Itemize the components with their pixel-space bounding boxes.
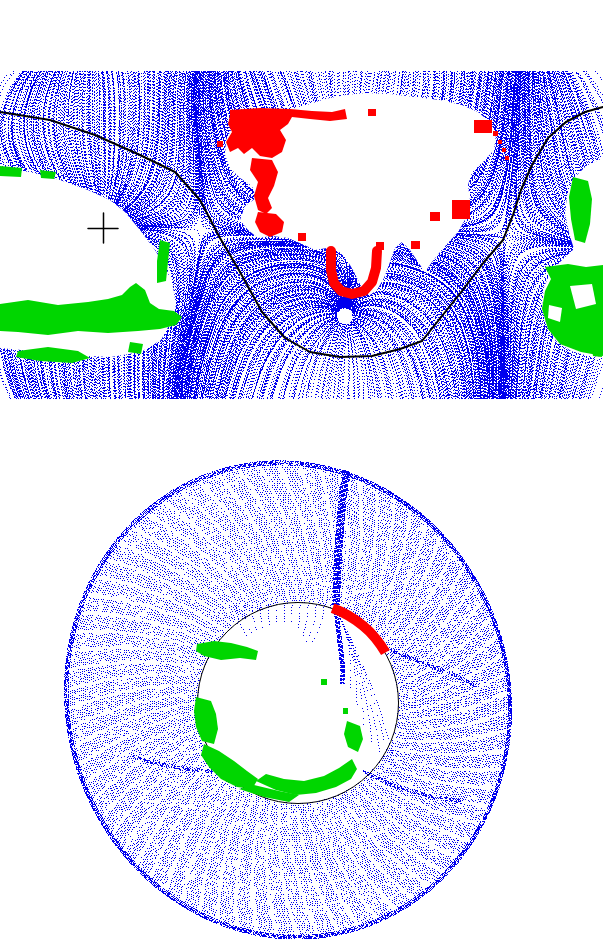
south-polar-streamline-panel: [0, 458, 603, 939]
world-map-streamline-panel: [0, 66, 603, 402]
